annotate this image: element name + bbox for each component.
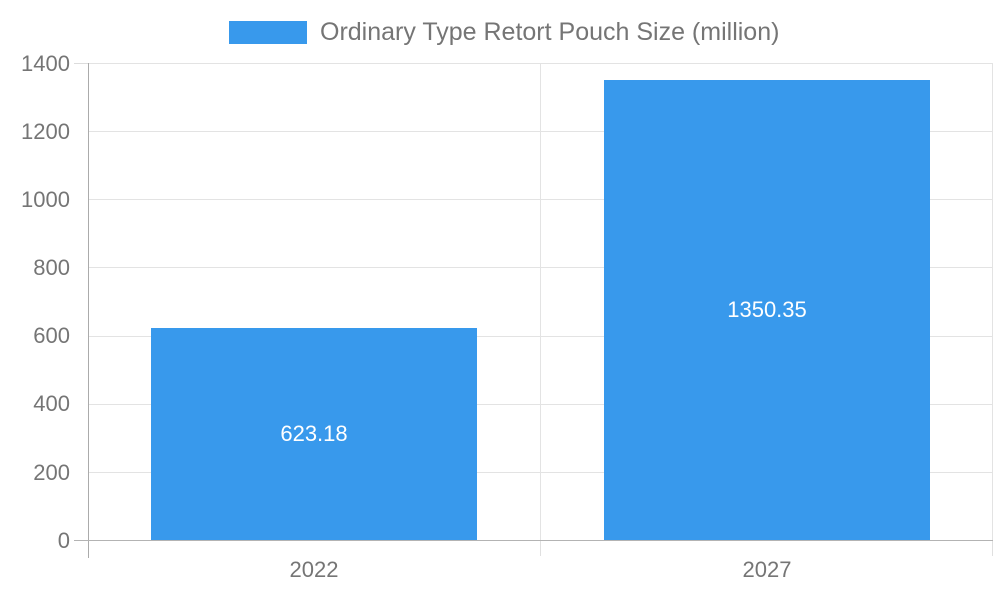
legend-label: Ordinary Type Retort Pouch Size (million…: [320, 18, 780, 46]
gridline-v-right: [992, 63, 993, 540]
y-tick-label: 200: [33, 460, 70, 485]
x-tick-mark: [540, 540, 541, 556]
y-tick-label: 0: [57, 528, 70, 553]
gridline-v-mid: [540, 63, 541, 540]
x-axis-line: [74, 540, 993, 541]
y-tick-label: 1200: [21, 119, 70, 144]
legend-item[interactable]: Ordinary Type Retort Pouch Size (million…: [229, 19, 779, 45]
bar-value-label-2022: 623.18: [280, 420, 348, 446]
plot-area: 623.18 1350.35: [74, 63, 993, 556]
x-tick-label-2027: 2027: [742, 557, 792, 582]
y-tick-mark: [74, 63, 88, 64]
y-tick-label: 400: [33, 391, 70, 416]
y-tick-label: 600: [33, 323, 70, 348]
bar-2027[interactable]: 1350.35: [604, 79, 930, 540]
legend-swatch: [229, 20, 307, 44]
bar-value-label-2027: 1350.35: [727, 296, 807, 322]
x-tick-label-2022: 2022: [289, 557, 339, 582]
y-axis-line: [88, 63, 89, 558]
y-tick-label: 800: [33, 255, 70, 280]
x-tick-mark: [992, 540, 993, 556]
y-tick-label: 1400: [21, 51, 70, 76]
y-tick-label: 1000: [21, 187, 70, 212]
bar-2022[interactable]: 623.18: [151, 327, 477, 540]
